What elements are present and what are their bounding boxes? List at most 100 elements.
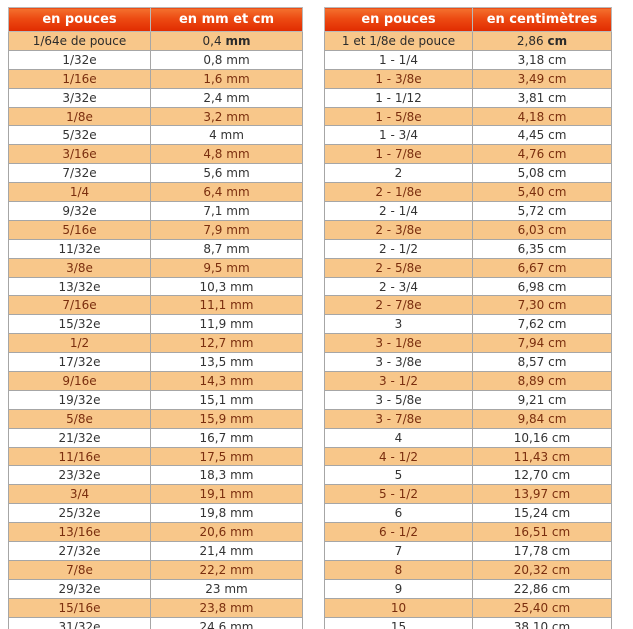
metric-cell: 21,4 mm — [150, 541, 303, 561]
table-row: 10 25,40 cm — [324, 597, 612, 618]
inches-cell: 5/16e — [8, 219, 151, 240]
metric-cell: 2,86 cm — [472, 31, 612, 51]
metric-cell: 5,72 cm — [472, 201, 612, 221]
table-row: 5/32e 4 mm — [8, 125, 303, 146]
metric-cell: 7,94 cm — [472, 333, 612, 354]
inches-to-cm-table: en pouces en centimètres 1 et 1/8e de po… — [324, 7, 612, 629]
column-header-centimetres: en centimètres — [472, 7, 612, 32]
inches-cell: 5 - 1/2 — [324, 484, 473, 505]
table-row: 15 38,10 cm — [324, 616, 612, 629]
table-row: 2 - 7/8e 7,30 cm — [324, 295, 612, 316]
metric-cell: 12,7 mm — [150, 333, 303, 354]
metric-cell: 18,3 mm — [150, 465, 303, 486]
metric-cell: 1,6 mm — [150, 68, 303, 89]
metric-cell: 15,24 cm — [472, 503, 612, 524]
metric-cell: 6,35 cm — [472, 238, 612, 259]
table-row: 8 20,32 cm — [324, 559, 612, 580]
table-row: 19/32e 15,1 mm — [8, 389, 303, 410]
inches-cell: 1/32e — [8, 49, 151, 70]
metric-cell: 4,8 mm — [150, 144, 303, 165]
metric-cell: 9,5 mm — [150, 257, 303, 278]
metric-cell: 20,32 cm — [472, 559, 612, 580]
inches-cell: 13/32e — [8, 276, 151, 297]
metric-cell: 11,43 cm — [472, 446, 612, 467]
inches-cell: 1/64e de pouce — [8, 31, 151, 51]
table-row: 29/32e 23 mm — [8, 578, 303, 599]
metric-cell: 0,4 mm — [150, 31, 303, 51]
metric-cell: 22,2 mm — [150, 559, 303, 580]
metric-cell: 12,70 cm — [472, 465, 612, 486]
inches-cell: 3/32e — [8, 87, 151, 108]
metric-cell: 9,84 cm — [472, 408, 612, 429]
metric-cell: 19,1 mm — [150, 484, 303, 505]
inches-cell: 1/8e — [8, 106, 151, 127]
inches-cell: 2 - 3/4 — [324, 276, 473, 297]
inches-cell: 29/32e — [8, 578, 151, 599]
inches-cell: 7 — [324, 541, 473, 561]
table-row: 9 22,86 cm — [324, 578, 612, 599]
inches-cell: 11/32e — [8, 238, 151, 259]
inches-cell: 1 - 7/8e — [324, 144, 473, 165]
table-row: 1/32e 0,8 mm — [8, 49, 303, 70]
table-row: 1/4 6,4 mm — [8, 182, 303, 203]
table-row: 9/16e 14,3 mm — [8, 371, 303, 391]
inches-cell: 5 — [324, 465, 473, 486]
inches-cell: 2 - 3/8e — [324, 219, 473, 240]
table-row: 6 - 1/2 16,51 cm — [324, 522, 612, 543]
inches-cell: 3/16e — [8, 144, 151, 165]
metric-cell: 9,21 cm — [472, 389, 612, 410]
metric-cell: 5,08 cm — [472, 163, 612, 184]
metric-cell: 14,3 mm — [150, 371, 303, 391]
inches-cell: 5/32e — [8, 125, 151, 146]
metric-cell: 5,6 mm — [150, 163, 303, 184]
metric-cell: 6,03 cm — [472, 219, 612, 240]
table-row: 23/32e 18,3 mm — [8, 465, 303, 486]
inches-cell: 3 - 7/8e — [324, 408, 473, 429]
table-row: 13/32e 10,3 mm — [8, 276, 303, 297]
table-row: 5 - 1/2 13,97 cm — [324, 484, 612, 505]
metric-cell: 16,7 mm — [150, 427, 303, 448]
table-row: 1 - 3/8e 3,49 cm — [324, 68, 612, 89]
table-row: 5/8e 15,9 mm — [8, 408, 303, 429]
table-row: 1 - 7/8e 4,76 cm — [324, 144, 612, 165]
metric-cell: 23,8 mm — [150, 597, 303, 618]
metric-cell: 7,30 cm — [472, 295, 612, 316]
inches-cell: 2 - 1/8e — [324, 182, 473, 203]
table-row: 5/16e 7,9 mm — [8, 219, 303, 240]
inches-cell: 21/32e — [8, 427, 151, 448]
inches-cell: 1/4 — [8, 182, 151, 203]
table-row: 1 - 5/8e 4,18 cm — [324, 106, 612, 127]
inches-cell: 1 - 1/4 — [324, 49, 473, 70]
inches-cell: 25/32e — [8, 503, 151, 524]
table-row: 5 12,70 cm — [324, 465, 612, 486]
inches-cell: 27/32e — [8, 541, 151, 561]
table-row: 11/32e 8,7 mm — [8, 238, 303, 259]
metric-cell: 4 mm — [150, 125, 303, 146]
inches-cell: 3 - 5/8e — [324, 389, 473, 410]
metric-cell: 6,67 cm — [472, 257, 612, 278]
metric-cell: 0,8 mm — [150, 49, 303, 70]
metric-cell: 4,76 cm — [472, 144, 612, 165]
inches-cell: 1 - 1/12 — [324, 87, 473, 108]
inches-cell: 6 - 1/2 — [324, 522, 473, 543]
table-row: 3 - 1/2 8,89 cm — [324, 371, 612, 391]
table-row: 1 - 1/12 3,81 cm — [324, 87, 612, 108]
inches-cell: 3 - 1/8e — [324, 333, 473, 354]
header-row: en pouces en centimètres — [324, 7, 612, 32]
metric-cell: 19,8 mm — [150, 503, 303, 524]
table-row: 1/64e de pouce 0,4 mm — [8, 31, 303, 51]
table-row: 3 - 7/8e 9,84 cm — [324, 408, 612, 429]
inches-cell: 8 — [324, 559, 473, 580]
metric-cell: 25,40 cm — [472, 597, 612, 618]
inches-cell: 13/16e — [8, 522, 151, 543]
table-row: 9/32e 7,1 mm — [8, 201, 303, 221]
table-row: 1 et 1/8e de pouce 2,86 cm — [324, 31, 612, 51]
table-row: 2 - 1/2 6,35 cm — [324, 238, 612, 259]
inches-cell: 10 — [324, 597, 473, 618]
inches-cell: 6 — [324, 503, 473, 524]
table-body: 1/64e de pouce 0,4 mm 1/32e 0,8 mm 1/16e 1,6 … — [8, 31, 303, 629]
inches-cell: 1/16e — [8, 68, 151, 89]
inches-cell: 3/4 — [8, 484, 151, 505]
table-row: 31/32e 24,6 mm — [8, 616, 303, 629]
table-row: 7 17,78 cm — [324, 541, 612, 561]
